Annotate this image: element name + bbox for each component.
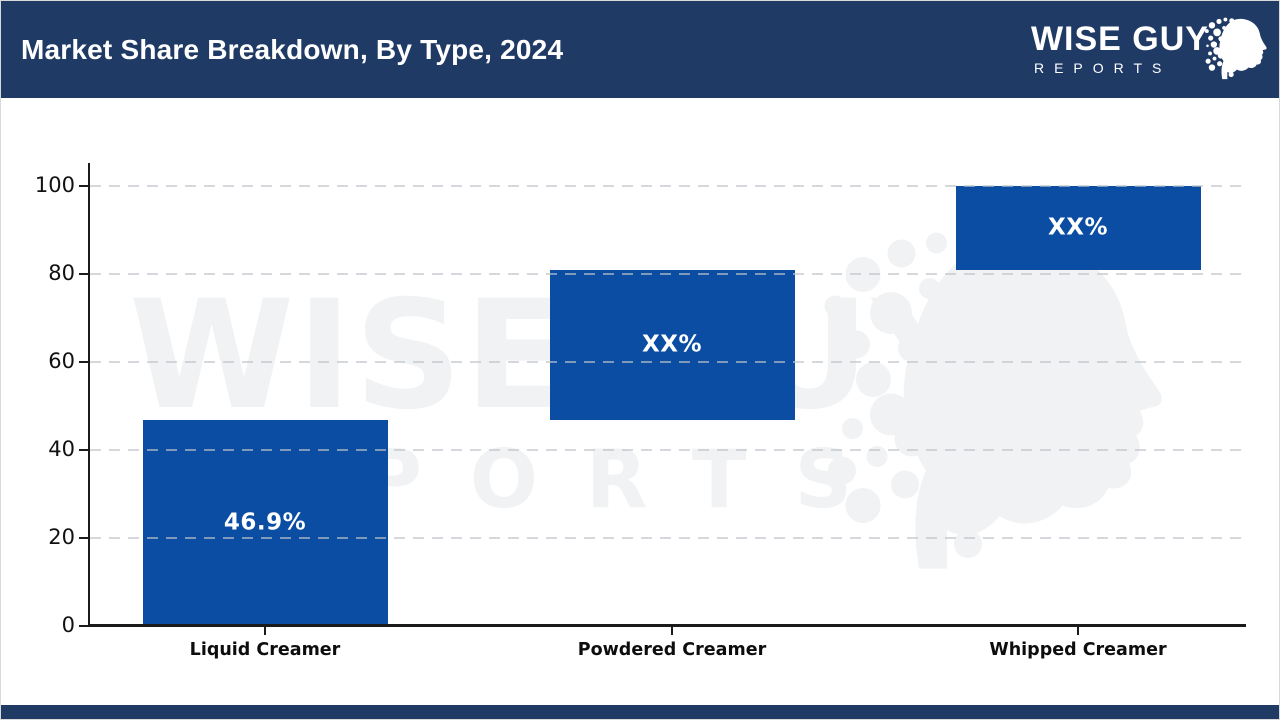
- y-tick-mark: [79, 361, 88, 363]
- y-tick-mark: [79, 537, 88, 539]
- brand-face-icon: [1204, 17, 1267, 80]
- x-tick-mark: [264, 627, 266, 635]
- x-category-label: Liquid Creamer: [189, 640, 341, 660]
- header-bar: Market Share Breakdown, By Type, 2024 WI…: [1, 1, 1279, 98]
- y-tick-mark: [79, 449, 88, 451]
- gridline: [90, 273, 1246, 275]
- brand-wordmark-line1: WISE GUY: [1030, 20, 1209, 58]
- y-tick-mark: [79, 625, 88, 627]
- brand-logo: WISE GUY REPORTS: [1031, 9, 1267, 89]
- x-tick-mark: [1077, 627, 1079, 635]
- gridline: [90, 537, 1246, 539]
- y-tick-label: 40: [48, 437, 75, 462]
- bar-value-label: XX%: [641, 331, 702, 358]
- y-tick-label: 20: [48, 525, 75, 550]
- x-category-label: Powdered Creamer: [577, 640, 767, 660]
- brand-wordmark: WISE GUY REPORTS: [1031, 22, 1209, 76]
- y-tick-mark: [79, 273, 88, 275]
- x-category-label: Whipped Creamer: [989, 640, 1167, 660]
- bar-value-label: 46.9%: [223, 509, 307, 536]
- y-axis-line: [88, 163, 90, 626]
- y-tick-label: 80: [48, 261, 75, 286]
- x-tick-mark: [671, 627, 673, 635]
- bar: [549, 270, 795, 420]
- bar-value-label: XX%: [1047, 214, 1108, 241]
- bar: [955, 186, 1201, 270]
- y-tick-label: 60: [48, 349, 75, 374]
- page-title: Market Share Breakdown, By Type, 2024: [21, 33, 564, 65]
- x-axis-line: [88, 624, 1246, 627]
- y-tick-mark: [79, 185, 88, 187]
- bar: [142, 420, 388, 626]
- y-tick-label: 100: [34, 173, 75, 198]
- y-tick-label: 0: [61, 613, 75, 638]
- gridline: [90, 185, 1246, 187]
- gridline: [90, 361, 1246, 363]
- brand-wordmark-line2: REPORTS: [1033, 60, 1172, 76]
- footer-bar: [1, 705, 1279, 719]
- gridline: [90, 449, 1246, 451]
